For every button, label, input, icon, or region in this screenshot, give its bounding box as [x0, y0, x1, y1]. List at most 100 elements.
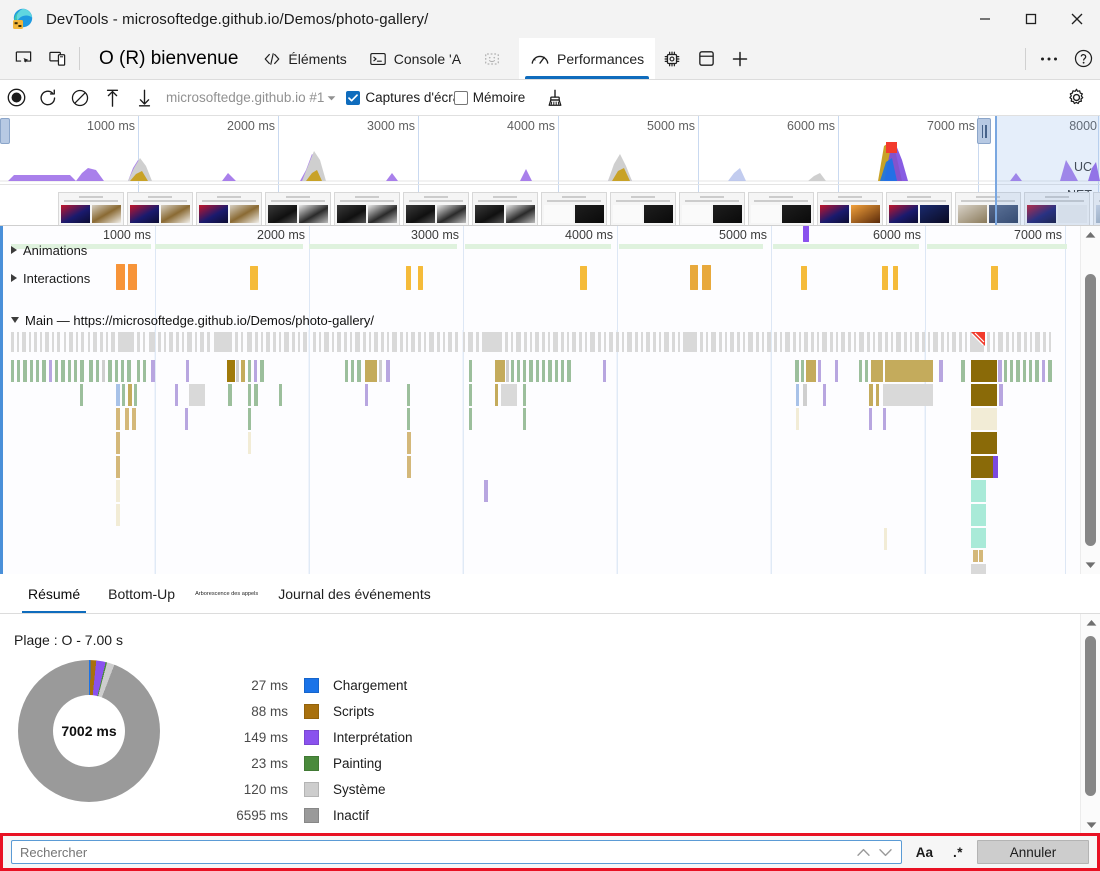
filmstrip-frame[interactable] [472, 192, 538, 225]
reload-record-icon[interactable] [32, 80, 64, 116]
filmstrip-frame[interactable] [127, 192, 193, 225]
legend-value: 149 ms [243, 729, 288, 745]
record-circle-icon[interactable] [0, 80, 32, 116]
tab-sources[interactable] [472, 38, 519, 79]
track-interactions-label-group[interactable]: Interactions [3, 271, 90, 286]
tab-welcome[interactable]: O (R) bienvenue [99, 47, 239, 69]
target-selector[interactable]: microsoftedge.github.io #1 [166, 90, 336, 105]
track-animations[interactable]: Animations [3, 238, 1083, 262]
close-button[interactable] [1054, 0, 1100, 38]
memory-chip-icon[interactable] [655, 38, 689, 79]
overview-resize-handle-left[interactable] [0, 118, 10, 144]
filmstrip-frame[interactable] [334, 192, 400, 225]
timeline-overview[interactable]: 1000 ms 2000 ms 3000 ms 4000 ms 5000 ms … [0, 116, 1100, 226]
chevron-down-icon [327, 90, 336, 105]
filmstrip-frame[interactable] [610, 192, 676, 225]
tab-elements[interactable]: Éléments [252, 38, 357, 79]
legend-value: 120 ms [243, 781, 288, 797]
filmstrip-frame[interactable] [58, 192, 124, 225]
minimize-button[interactable] [962, 0, 1008, 38]
search-prev-button[interactable] [853, 841, 875, 863]
filmstrip-frame[interactable] [403, 192, 469, 225]
flame-chart-scrollbar[interactable] [1080, 226, 1100, 574]
checkbox-checked-icon [346, 90, 361, 105]
filmstrip-frame[interactable] [679, 192, 745, 225]
summary-scrollbar-thumb[interactable] [1085, 636, 1096, 796]
track-animations-label: Animations [23, 242, 88, 258]
track-animations-label-group[interactable]: Animations [3, 243, 87, 258]
search-next-button[interactable] [875, 841, 897, 863]
scrollbar-thumb[interactable] [1085, 274, 1096, 546]
gear-icon[interactable] [1060, 80, 1092, 116]
add-panel-icon[interactable] [723, 38, 757, 79]
filmstrip-frame[interactable] [748, 192, 814, 225]
collect-garbage-broom-icon[interactable] [539, 80, 571, 116]
scroll-down-arrow-icon[interactable] [1081, 556, 1100, 574]
legend-row[interactable]: 27 ms Chargement [210, 672, 413, 698]
more-options-icon[interactable] [1032, 56, 1066, 62]
clear-no-entry-icon[interactable] [64, 80, 96, 116]
search-input[interactable] [18, 843, 853, 861]
cancel-button[interactable]: Annuler [977, 840, 1089, 864]
summary-legend: 27 ms Chargement 88 ms Scripts 149 ms In… [210, 672, 413, 828]
legend-row[interactable]: 88 ms Scripts [210, 698, 413, 724]
filmstrip-frame[interactable] [541, 192, 607, 225]
cpu-activity-graph [0, 140, 1100, 184]
overview-selection-region[interactable] [995, 116, 1100, 225]
chevron-right-icon[interactable] [11, 274, 17, 282]
filmstrip-frame[interactable] [265, 192, 331, 225]
screenshots-checkbox[interactable]: Captures d'écran [346, 90, 468, 105]
help-icon[interactable] [1066, 48, 1100, 69]
overview-tick-label: 6000 ms [787, 119, 835, 133]
summary-donut-chart[interactable]: 7002 ms [18, 660, 160, 802]
overview-tick-label: 2000 ms [227, 119, 275, 133]
overview-resize-handle-right[interactable] [977, 118, 991, 144]
maximize-button[interactable] [1008, 0, 1054, 38]
inspect-element-icon[interactable] [6, 38, 40, 79]
tab-bottom-up[interactable]: Bottom-Up [94, 574, 189, 613]
flame-tick-label: 3000 ms [411, 228, 459, 242]
summary-scrollbar[interactable] [1080, 614, 1100, 836]
overview-divider [0, 184, 1100, 185]
summary-scroll-down-arrow-icon[interactable] [1081, 816, 1100, 834]
legend-row[interactable]: 23 ms Painting [210, 750, 413, 776]
regex-button[interactable]: .* [952, 844, 963, 860]
filmstrip-frame[interactable] [196, 192, 262, 225]
legend-row[interactable]: 6595 ms Inactif [210, 802, 413, 828]
details-tab-bar: Résumé Bottom-Up Arborescence des appels… [0, 574, 1100, 614]
search-field-wrapper[interactable] [11, 840, 902, 864]
chevron-right-icon[interactable] [11, 246, 17, 254]
panel-tab-strip: O (R) bienvenue Éléments Console 'A [0, 38, 1100, 80]
filmstrip-frame[interactable] [817, 192, 883, 225]
tab-resume[interactable]: Résumé [14, 574, 94, 613]
track-main-header[interactable]: Main — https://microsoftedge.github.io/D… [3, 310, 1083, 330]
upload-arrow-icon[interactable] [96, 80, 128, 116]
memory-checkbox[interactable]: Mémoire [453, 90, 525, 105]
summary-scroll-up-arrow-icon[interactable] [1081, 614, 1100, 632]
donut-center-total: 7002 ms [53, 695, 125, 767]
download-arrow-icon[interactable] [128, 80, 160, 116]
tab-call-tree[interactable]: Arborescence des appels [189, 574, 264, 613]
match-case-button[interactable]: Aa [915, 844, 933, 860]
filmstrip-frame[interactable] [886, 192, 952, 225]
tab-performances[interactable]: Performances [519, 38, 656, 79]
flame-chart-canvas[interactable] [3, 330, 1083, 574]
filmstrip-frame[interactable] [1024, 192, 1090, 225]
tab-resume-label: Résumé [28, 585, 81, 602]
legend-row[interactable]: 120 ms Système [210, 776, 413, 802]
tab-event-log[interactable]: Journal des événements [264, 574, 445, 613]
legend-row[interactable]: 149 ms Interprétation [210, 724, 413, 750]
tab-event-log-label: Journal des événements [278, 585, 431, 602]
application-drawer-icon[interactable] [689, 38, 723, 79]
scroll-up-arrow-icon[interactable] [1081, 226, 1100, 244]
device-toolbar-icon[interactable] [40, 38, 74, 79]
perfbar-right-group [1060, 80, 1100, 116]
tab-console[interactable]: Console 'A [358, 38, 472, 79]
filmstrip-frame[interactable] [955, 192, 1021, 225]
screenshot-filmstrip[interactable] [0, 188, 1100, 225]
chevron-down-icon[interactable] [11, 317, 19, 323]
flame-chart-panel[interactable]: 1000 ms 2000 ms 3000 ms 4000 ms 5000 ms … [0, 226, 1100, 574]
overview-tick-label: 7000 ms [927, 119, 975, 133]
track-interactions[interactable]: Interactions [3, 264, 1083, 292]
